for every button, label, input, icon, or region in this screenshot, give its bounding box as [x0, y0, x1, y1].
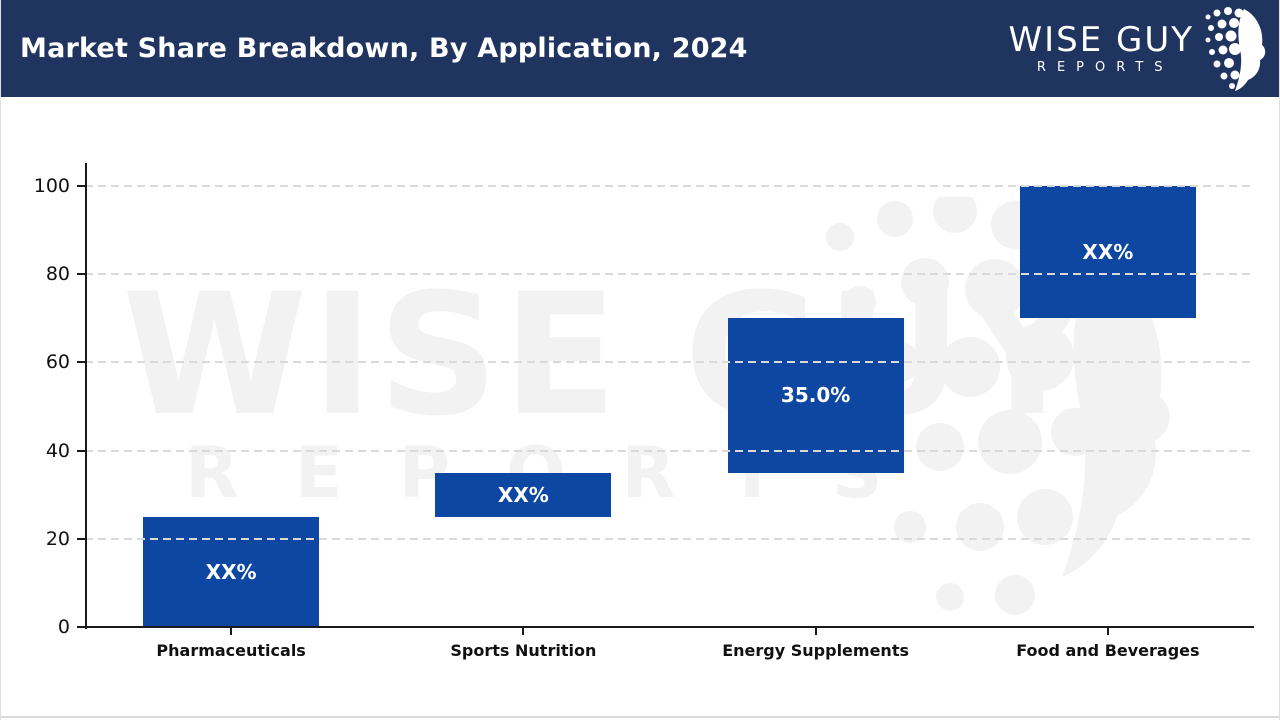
y-tick-label: 20: [45, 527, 70, 550]
category-label: Energy Supplements: [722, 641, 909, 660]
bar-pharmaceuticals: XX%: [143, 516, 320, 627]
bar-value-label: XX%: [497, 482, 549, 507]
x-tick-mark: [1106, 628, 1109, 635]
y-tick-mark: [77, 273, 85, 276]
x-tick-mark: [814, 628, 817, 635]
gridline-y80: [85, 273, 1254, 276]
header-banner: Market Share Breakdown, By Application, …: [0, 0, 1280, 97]
bar-energy-supplements: 35.0%: [727, 318, 904, 473]
y-tick-label: 40: [45, 439, 70, 462]
logo-wordmark: WISE GUY: [1008, 20, 1194, 60]
y-tick-mark: [77, 537, 85, 540]
bar-value-label: XX%: [1082, 240, 1134, 265]
y-tick-mark: [77, 361, 85, 364]
wiseguy-face-icon: [1205, 6, 1266, 91]
bar-value-label: 35.0%: [780, 383, 851, 408]
y-tick-label: 0: [57, 616, 70, 638]
y-tick-mark: [77, 626, 85, 628]
gridline-y20: [85, 537, 1254, 540]
y-tick-mark: [77, 449, 85, 452]
wise-guy-logo: WISE GUY REPORTS: [1008, 6, 1280, 91]
page-title: Market Share Breakdown, By Application, …: [20, 33, 748, 64]
y-tick-label: 100: [33, 175, 70, 197]
category-label: Pharmaceuticals: [156, 641, 306, 660]
category-label: Sports Nutrition: [450, 641, 597, 660]
y-tick-mark: [77, 185, 85, 187]
gridline-y40: [85, 449, 1254, 452]
bar-food-and-beverages: XX%: [1019, 186, 1196, 319]
logo-text: WISE GUY REPORTS: [1008, 23, 1194, 74]
x-tick-mark: [522, 628, 525, 635]
gridline-y100: [85, 185, 1254, 187]
x-tick-mark: [230, 628, 233, 635]
y-axis-line: [85, 163, 87, 629]
bottom-edge-strip: [0, 716, 1280, 718]
chart-area: WISE GUY REPORTS XX%XX%35.0%XX% 02040608…: [0, 97, 1280, 717]
gridline-y60: [85, 361, 1254, 364]
bar-sports-nutrition: XX%: [435, 472, 612, 517]
y-tick-label: 80: [45, 263, 70, 286]
logo-subtitle: REPORTS: [1036, 60, 1174, 75]
y-tick-label: 60: [45, 351, 70, 374]
x-axis-line: [85, 626, 1254, 628]
category-label: Food and Beverages: [1016, 641, 1200, 660]
bar-value-label: XX%: [205, 559, 257, 584]
